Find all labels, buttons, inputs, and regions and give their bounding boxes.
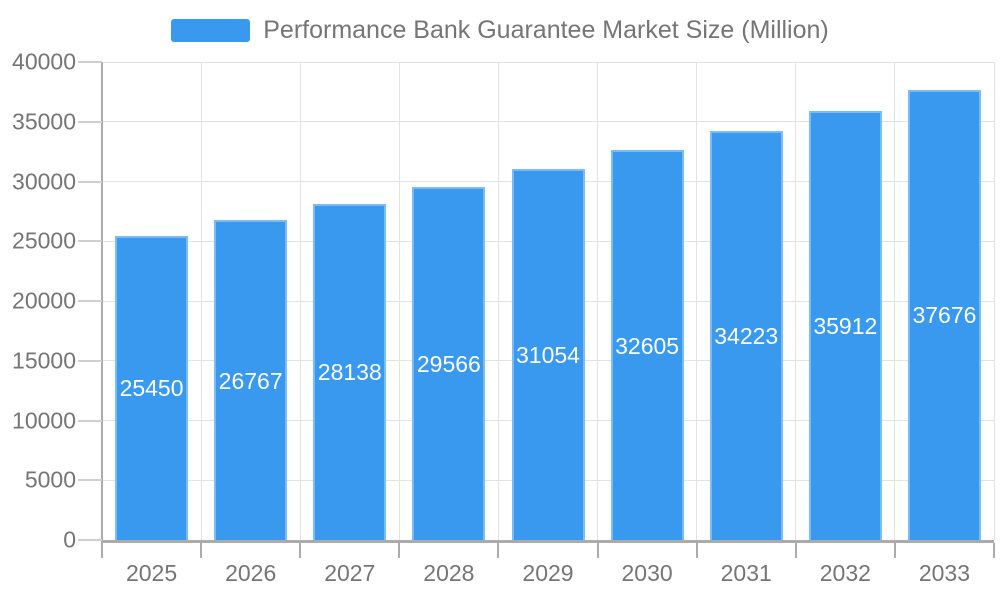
y-axis-tick-25000: [78, 240, 102, 243]
v-gridline: [894, 62, 896, 540]
x-axis-label-2033: 2033: [918, 560, 971, 586]
x-axis-label-2028: 2028: [423, 560, 475, 586]
y-axis-label-25000: 25000: [12, 227, 76, 254]
bar-2030[interactable]: 32605: [610, 150, 684, 540]
bar-value-label-2026: 26767: [218, 367, 283, 394]
x-axis-label-2026: 2026: [225, 560, 277, 586]
bar-2032[interactable]: 35912: [808, 110, 882, 540]
y-axis-label-10000: 10000: [12, 407, 76, 433]
h-gridline-40000: [102, 61, 994, 63]
y-axis-label-0: 0: [63, 526, 76, 553]
bar-value-label-2031: 34223: [714, 323, 779, 350]
bar-2026[interactable]: 26767: [214, 220, 288, 540]
x-axis-label-2032: 2032: [819, 560, 871, 586]
bar-2031[interactable]: 34223: [709, 131, 783, 540]
v-gridline: [497, 62, 499, 540]
legend[interactable]: Performance Bank Guarantee Market Size (…: [0, 16, 1000, 45]
y-axis-tick-15000: [78, 359, 102, 362]
bar-value-label-2029: 31054: [516, 341, 580, 368]
bar-value-label-2032: 35912: [813, 312, 878, 339]
v-gridline: [597, 62, 599, 540]
y-axis-line: [101, 62, 103, 543]
x-axis-tick: [398, 543, 401, 558]
plot-area: 25450 26767 28138 29566 31054 32605 34223 35912…: [102, 61, 995, 540]
y-axis-label-5000: 5000: [24, 466, 76, 493]
x-axis-tick: [200, 543, 203, 558]
y-axis-label-20000: 20000: [12, 287, 76, 314]
x-axis-tick: [101, 543, 103, 558]
legend-marker-icon: [171, 19, 251, 42]
v-gridline: [993, 62, 995, 540]
x-axis-tick: [695, 543, 698, 558]
v-gridline: [200, 62, 202, 540]
y-axis-tick-30000: [78, 180, 102, 183]
x-axis-tick: [596, 543, 599, 558]
v-gridline: [696, 62, 698, 540]
x-axis-tick: [299, 543, 302, 558]
bar-value-label-2028: 29566: [416, 350, 481, 377]
y-axis-label-40000: 40000: [12, 48, 76, 75]
bar-2029[interactable]: 31054: [511, 168, 585, 540]
bar-value-label-2030: 32605: [615, 332, 680, 359]
bar-2025[interactable]: 25450: [115, 235, 189, 540]
x-axis-tick: [497, 543, 500, 558]
bar-2033[interactable]: 37676: [907, 89, 981, 540]
x-axis-tick: [893, 543, 896, 558]
y-axis-tick-35000: [78, 120, 102, 123]
bar-2028[interactable]: 29566: [412, 186, 486, 540]
y-axis-tick-5000: [78, 479, 102, 482]
y-axis-tick-20000: [78, 300, 102, 302]
v-gridline: [795, 62, 797, 540]
bar-value-label-2025: 25450: [119, 375, 184, 402]
v-gridline: [299, 62, 301, 540]
x-axis-label-2029: 2029: [522, 560, 574, 586]
x-axis-tick: [993, 543, 995, 558]
v-gridline: [398, 62, 400, 540]
x-axis-line: [101, 540, 994, 543]
bar-2027[interactable]: 28138: [313, 203, 387, 540]
bar-value-label-2027: 28138: [317, 359, 382, 386]
legend-label: Performance Bank Guarantee Market Size (…: [263, 16, 829, 44]
y-axis-tick-40000: [78, 61, 102, 63]
y-axis-label-30000: 30000: [12, 168, 76, 194]
x-axis-tick: [794, 543, 797, 558]
y-axis-tick-0: [78, 539, 102, 541]
h-gridline-35000: [102, 121, 994, 123]
y-axis-label-15000: 15000: [12, 347, 76, 374]
x-axis-label-2025: 2025: [125, 560, 178, 586]
x-axis-label-2030: 2030: [621, 560, 673, 586]
x-axis-label-2027: 2027: [324, 560, 376, 586]
y-axis-tick-10000: [78, 419, 102, 422]
x-axis-label-2031: 2031: [720, 560, 772, 586]
bar-value-label-2033: 37676: [912, 302, 977, 329]
y-axis-label-35000: 35000: [12, 108, 76, 135]
